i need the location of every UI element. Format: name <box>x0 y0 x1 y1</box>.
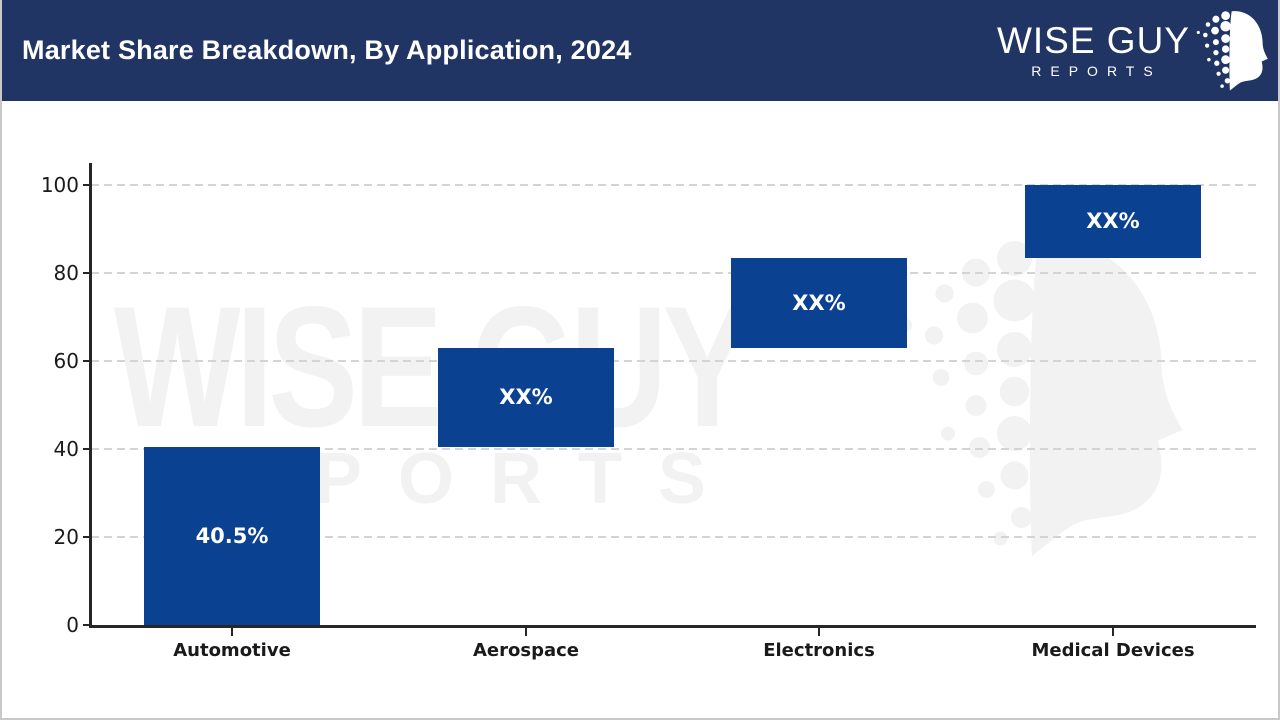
y-tick-mark-20 <box>83 536 91 538</box>
y-tick-label-20: 20 <box>53 525 79 549</box>
y-tick-label-0: 0 <box>66 613 79 637</box>
watermark-head-icon <box>899 240 1183 557</box>
gridline-80 <box>91 272 1256 274</box>
x-category-label-1: Aerospace <box>472 640 580 661</box>
logo-wordmark-line1: WISE GUY <box>996 19 1190 61</box>
y-tick-mark-0 <box>83 624 91 626</box>
gridline-20 <box>91 536 1256 538</box>
bar-automotive: 40.5% <box>144 446 320 625</box>
y-tick-mark-100 <box>83 184 91 186</box>
bar-medical-devices: XX% <box>1025 185 1201 258</box>
y-tick-label-100: 100 <box>40 173 79 197</box>
bar-electronics: XX% <box>731 257 907 348</box>
bar-value-label: 40.5% <box>195 523 269 548</box>
y-tick-label-80: 80 <box>53 261 79 285</box>
y-tick-label-60: 60 <box>53 349 79 373</box>
x-tick-mark-0 <box>231 628 233 636</box>
y-axis-spine <box>89 163 92 628</box>
logo-head-icon <box>1196 11 1268 91</box>
x-category-label-3: Medical Devices <box>1031 640 1195 661</box>
x-tick-mark-1 <box>525 628 527 636</box>
bar-value-label: XX% <box>792 290 846 315</box>
logo-wordmark: WISE GUY REPORTS <box>996 19 1190 79</box>
gridline-100 <box>91 184 1256 186</box>
bar-value-label: XX% <box>499 385 553 410</box>
x-tick-mark-2 <box>818 628 820 636</box>
y-tick-mark-40 <box>83 448 91 450</box>
x-axis-spine <box>89 625 1256 628</box>
x-category-label-2: Electronics <box>763 640 875 661</box>
logo-wordmark-line2: REPORTS <box>1031 62 1162 79</box>
page-title: Market Share Breakdown, By Application, … <box>22 35 632 65</box>
x-category-label-0: Automotive <box>173 640 291 661</box>
y-tick-mark-80 <box>83 272 91 274</box>
gridline-40 <box>91 448 1256 450</box>
watermark-wordmark: WISE GUY <box>114 271 752 463</box>
header-band: Market Share Breakdown, By Application, … <box>2 0 1278 101</box>
x-tick-mark-3 <box>1112 628 1114 636</box>
wise-guy-reports-logo: WISE GUY REPORTS <box>997 6 1274 94</box>
bar-aerospace: XX% <box>438 347 614 447</box>
bar-value-label: XX% <box>1086 209 1140 234</box>
y-tick-mark-60 <box>83 360 91 362</box>
y-tick-label-40: 40 <box>53 437 79 461</box>
gridline-60 <box>91 360 1256 362</box>
